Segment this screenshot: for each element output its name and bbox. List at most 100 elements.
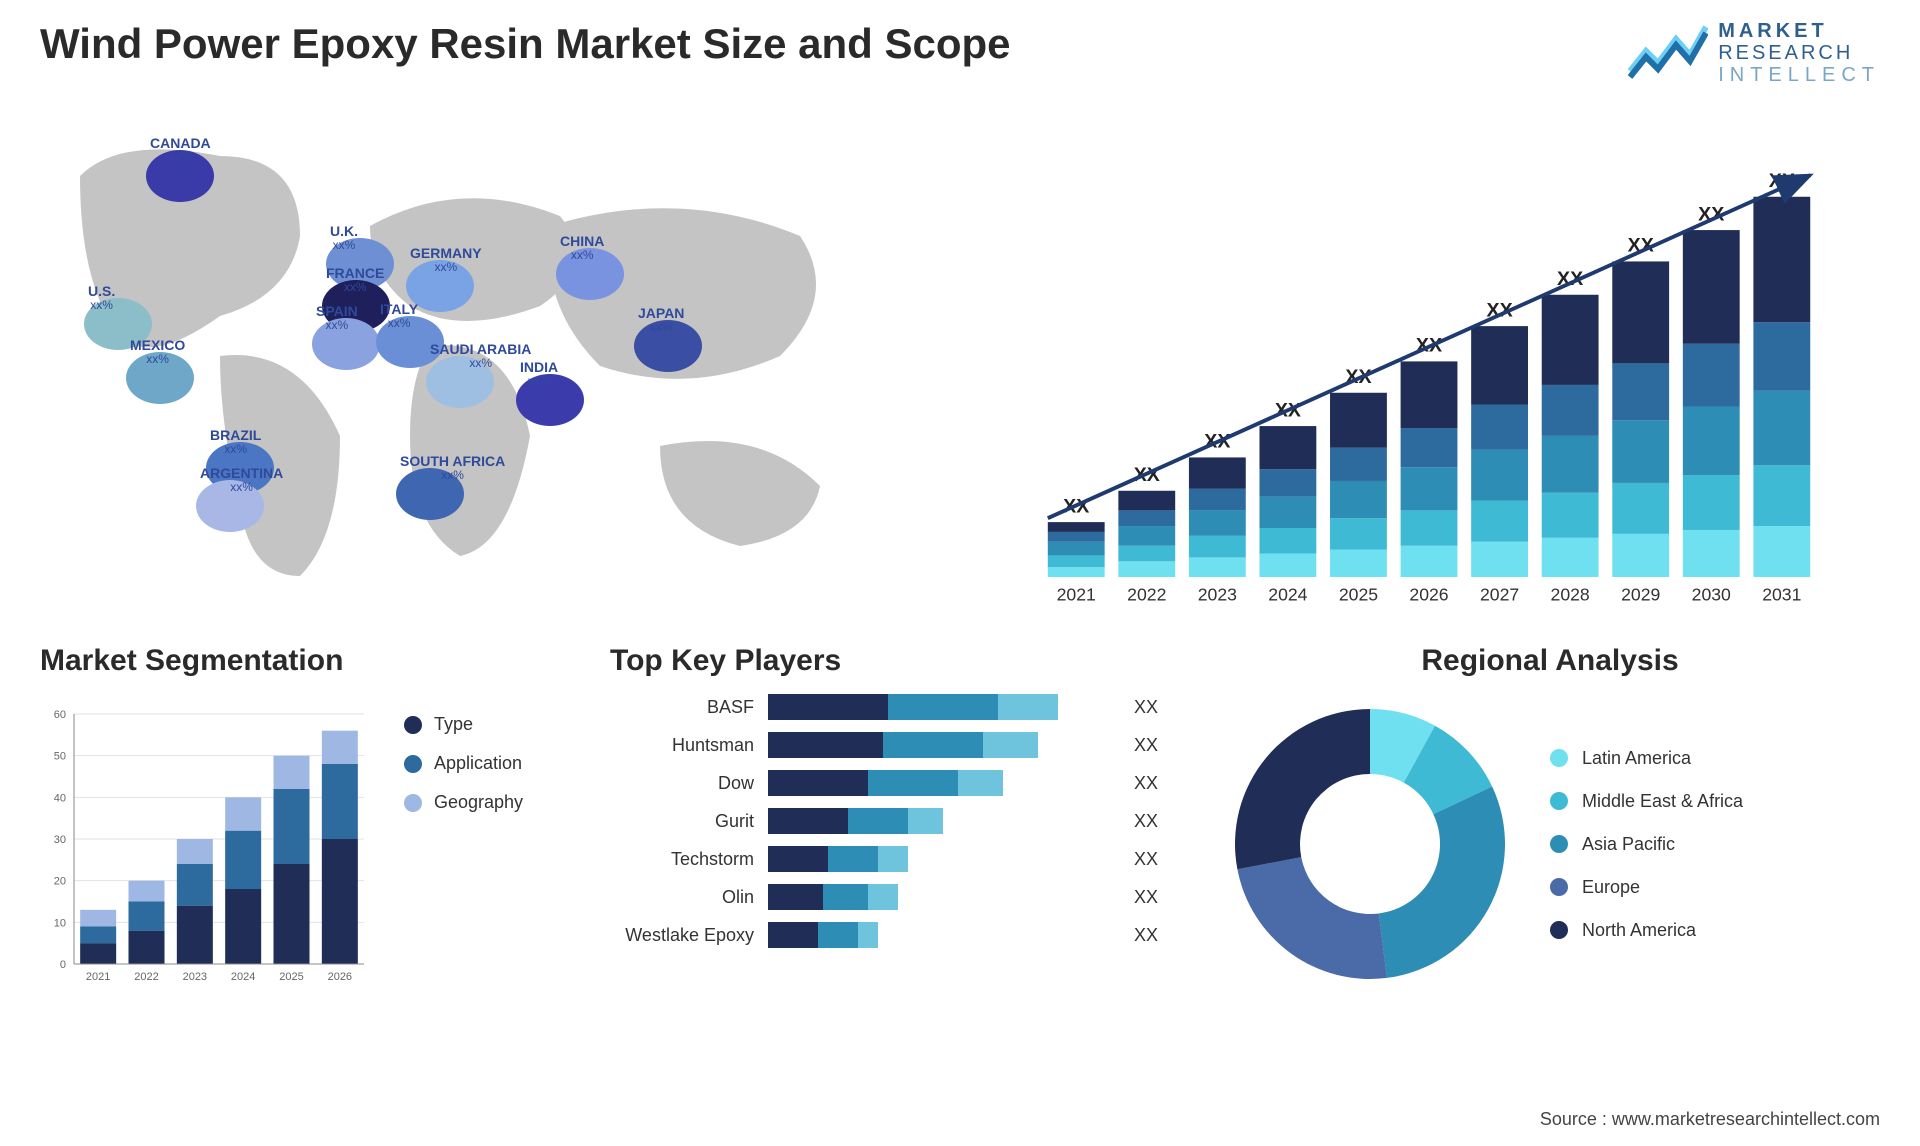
legend-label: Application [434, 753, 522, 774]
donut-slice-europe [1237, 857, 1387, 979]
growth-year-label: 2022 [1127, 585, 1166, 605]
seg-bar-seg [129, 931, 165, 964]
page-title: Wind Power Epoxy Resin Market Size and S… [40, 20, 1011, 68]
seg-ytick: 30 [54, 834, 66, 846]
player-name: Gurit [610, 811, 760, 832]
player-row: DowXX [610, 770, 1190, 796]
legend-label: Middle East & Africa [1582, 791, 1743, 812]
player-bar-seg [878, 846, 908, 872]
player-row: HuntsmanXX [610, 732, 1190, 758]
growth-bar-seg [1118, 491, 1175, 511]
growth-chart-svg: 2021XX2022XX2023XX2024XX2025XX2026XX2027… [980, 136, 1880, 626]
segmentation-chart-svg: 0102030405060202120222023202420252026 [40, 694, 380, 994]
growth-bar-seg [1048, 542, 1105, 556]
map-label-france: FRANCExx% [326, 266, 384, 295]
player-value: XX [1126, 925, 1158, 946]
seg-bar-seg [322, 764, 358, 839]
seg-bar-seg [129, 881, 165, 902]
growth-bar-seg [1683, 230, 1740, 344]
growth-bar-seg [1401, 510, 1458, 545]
map-label-india: INDIAxx% [520, 360, 558, 389]
seg-bar-seg [274, 789, 310, 864]
seg-year-label: 2022 [134, 971, 158, 983]
growth-bar-seg [1118, 510, 1175, 526]
player-name: BASF [610, 697, 760, 718]
map-label-italy: ITALYxx% [380, 302, 418, 331]
regional-legend-item: North America [1550, 920, 1743, 941]
player-row: BASF XX [610, 694, 1190, 720]
map-label-china: CHINAxx% [560, 234, 604, 263]
logo-text: MARKET RESEARCH INTELLECT [1718, 20, 1880, 86]
growth-bar-seg [1330, 550, 1387, 577]
growth-bar-seg [1189, 489, 1246, 511]
key-players-title: Top Key Players [610, 644, 1190, 678]
growth-bar-seg [1471, 542, 1528, 577]
growth-bar-seg [1753, 526, 1810, 577]
player-bar-seg [768, 694, 888, 720]
logo-line3: INTELLECT [1718, 64, 1880, 86]
player-row: GuritXX [610, 808, 1190, 834]
player-bar-seg [768, 884, 823, 910]
player-name: Huntsman [610, 735, 760, 756]
seg-legend-item: Type [404, 714, 523, 735]
seg-bar-seg [80, 910, 116, 927]
player-name: Dow [610, 773, 760, 794]
player-bar [768, 884, 1118, 910]
player-bar-seg [868, 770, 958, 796]
seg-year-label: 2026 [328, 971, 352, 983]
seg-bar-seg [177, 839, 213, 864]
legend-label: Latin America [1582, 748, 1691, 769]
player-bar-seg [768, 846, 828, 872]
legend-swatch-icon [1550, 835, 1568, 853]
segmentation-title: Market Segmentation [40, 644, 580, 678]
seg-ytick: 40 [54, 792, 66, 804]
source-attribution: Source : www.marketresearchintellect.com [1540, 1109, 1880, 1130]
seg-bar-seg [225, 831, 261, 889]
growth-bar-seg [1612, 483, 1669, 534]
seg-bar-seg [177, 906, 213, 964]
growth-year-label: 2028 [1551, 585, 1590, 605]
brand-logo: MARKET RESEARCH INTELLECT [1628, 20, 1880, 86]
growth-bar-seg [1471, 450, 1528, 501]
map-label-u.k.: U.K.xx% [330, 224, 358, 253]
player-row: OlinXX [610, 884, 1190, 910]
growth-bar-seg [1048, 567, 1105, 577]
regional-panel: Regional Analysis Latin AmericaMiddle Ea… [1220, 644, 1880, 1024]
legend-swatch-icon [404, 716, 422, 734]
seg-bar-seg [80, 927, 116, 944]
growth-bar-seg [1683, 530, 1740, 577]
growth-bar-seg [1189, 510, 1246, 535]
regional-legend-item: Asia Pacific [1550, 834, 1743, 855]
growth-year-label: 2026 [1409, 585, 1448, 605]
player-name: Olin [610, 887, 760, 908]
seg-bar-seg [322, 731, 358, 764]
seg-bar-seg [225, 797, 261, 830]
seg-ytick: 10 [54, 917, 66, 929]
player-bar-seg [768, 922, 818, 948]
growth-bar-seg [1542, 295, 1599, 385]
seg-bar-seg [80, 943, 116, 964]
legend-label: North America [1582, 920, 1696, 941]
growth-bar-seg [1612, 363, 1669, 420]
growth-year-label: 2029 [1621, 585, 1660, 605]
map-label-brazil: BRAZILxx% [210, 428, 261, 457]
player-bar-seg [818, 922, 858, 948]
legend-swatch-icon [1550, 749, 1568, 767]
legend-label: Type [434, 714, 473, 735]
legend-label: Europe [1582, 877, 1640, 898]
world-map-panel: CANADAxx%U.S.xx%MEXICOxx%BRAZILxx%ARGENT… [40, 106, 940, 626]
player-bar-seg [998, 694, 1058, 720]
map-label-saudi-arabia: SAUDI ARABIAxx% [430, 342, 531, 371]
player-bar-seg [823, 884, 868, 910]
growth-bar-seg [1683, 475, 1740, 530]
player-bar [768, 770, 1118, 796]
regional-legend-item: Latin America [1550, 748, 1743, 769]
growth-year-label: 2031 [1762, 585, 1801, 605]
player-value: XX [1126, 697, 1158, 718]
growth-bar-seg [1542, 538, 1599, 577]
seg-ytick: 60 [54, 709, 66, 721]
growth-bar-seg [1118, 561, 1175, 577]
growth-year-label: 2027 [1480, 585, 1519, 605]
growth-bar-seg [1189, 557, 1246, 577]
growth-bar-seg [1753, 465, 1810, 526]
